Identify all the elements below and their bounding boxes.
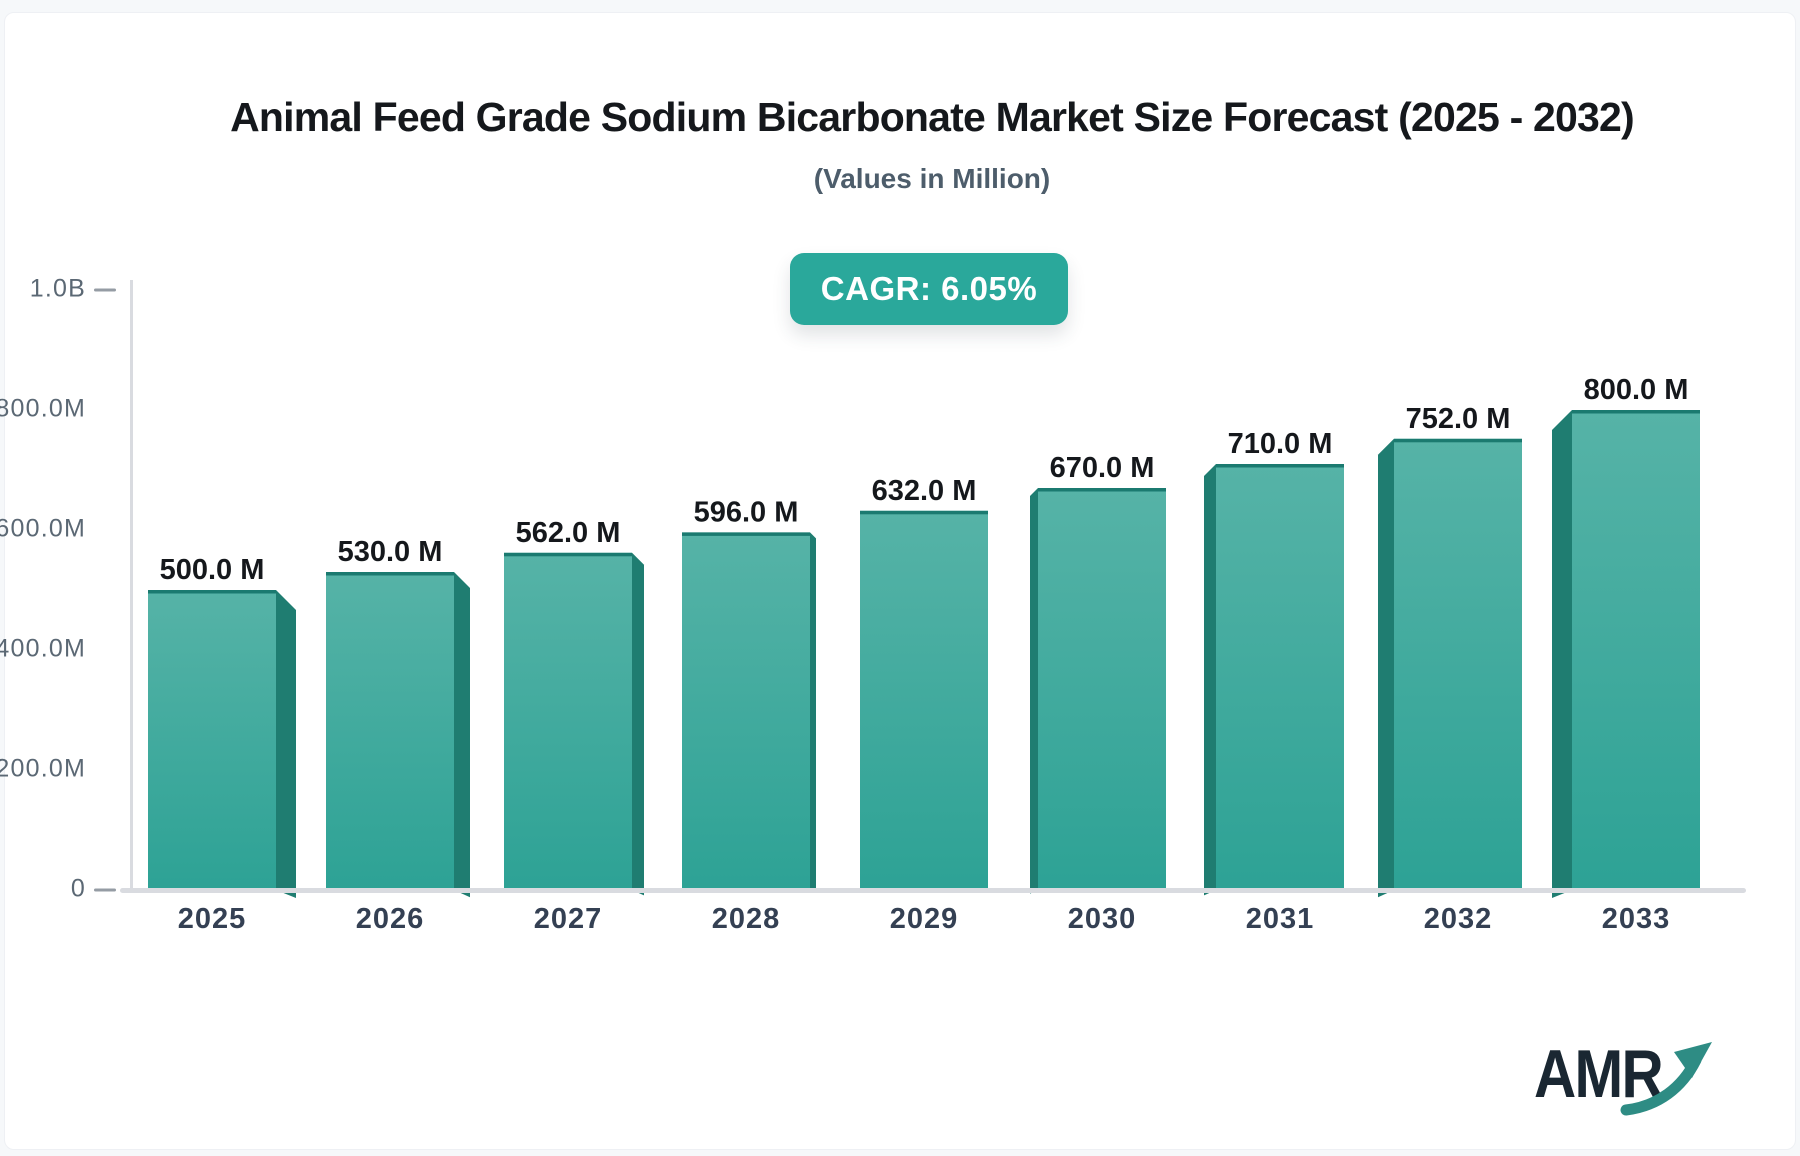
x-axis-line xyxy=(120,888,1746,893)
x-tick-label: 2032 xyxy=(1424,903,1493,935)
bar-2027 xyxy=(504,552,632,890)
bar-top-edge-2029 xyxy=(860,510,988,515)
bar-top-edge-2032 xyxy=(1394,438,1522,443)
bar-value-label: 500.0 M xyxy=(160,554,265,586)
bar-side-face-2028 xyxy=(810,532,816,893)
bar-value-label: 596.0 M xyxy=(694,496,799,528)
y-tick-label: 800.0M xyxy=(0,395,86,423)
x-tick-label: 2025 xyxy=(178,903,247,935)
x-tick-label: 2028 xyxy=(712,903,781,935)
bar-2032 xyxy=(1394,438,1522,890)
amr-logo: AMR xyxy=(1534,1040,1714,1130)
y-axis-line xyxy=(130,280,133,890)
y-axis-tick xyxy=(94,288,116,292)
y-tick-label: 1.0B xyxy=(30,275,86,303)
bar-top-edge-2025 xyxy=(148,590,276,594)
bar-value-label: 530.0 M xyxy=(338,536,443,568)
bar-side-face-2031 xyxy=(1204,464,1216,896)
chart-header: Animal Feed Grade Sodium Bicarbonate Mar… xyxy=(64,94,1800,195)
bar-2026 xyxy=(326,572,454,890)
x-tick-label: 2027 xyxy=(534,903,603,935)
cagr-badge: CAGR: 6.05% xyxy=(790,253,1068,325)
amr-logo-text: AMR xyxy=(1534,1036,1664,1112)
bar-2031 xyxy=(1216,464,1344,890)
x-tick-label: 2030 xyxy=(1068,903,1137,935)
bar-value-label: 752.0 M xyxy=(1406,403,1511,435)
y-tick-label: 400.0M xyxy=(0,635,86,663)
x-tick-label: 2029 xyxy=(890,903,959,935)
bar-top-edge-2031 xyxy=(1216,464,1344,468)
bar-side-face-2033 xyxy=(1552,410,1572,898)
bar-2030 xyxy=(1038,488,1166,890)
bar-2028 xyxy=(682,532,810,890)
y-tick-label: 200.0M xyxy=(0,755,86,783)
y-axis-tick xyxy=(94,888,116,892)
bar-side-face-2026 xyxy=(454,572,470,898)
x-tick-label: 2033 xyxy=(1602,903,1671,935)
bar-side-face-2025 xyxy=(276,590,296,898)
bar-2033 xyxy=(1572,410,1700,890)
bar-value-label: 670.0 M xyxy=(1050,452,1155,484)
bar-top-edge-2028 xyxy=(682,532,810,536)
bar-value-label: 800.0 M xyxy=(1584,374,1689,406)
bar-value-label: 562.0 M xyxy=(516,517,621,549)
bar-top-edge-2027 xyxy=(504,552,632,557)
x-tick-label: 2031 xyxy=(1246,903,1315,935)
bar-value-label: 632.0 M xyxy=(872,475,977,507)
y-tick-label: 600.0M xyxy=(0,515,86,543)
growth-arrow-icon xyxy=(1620,1042,1712,1116)
bar-side-face-2030 xyxy=(1030,488,1038,894)
bar-side-face-2027 xyxy=(632,552,644,896)
cagr-badge-label: CAGR: 6.05% xyxy=(820,270,1038,307)
x-tick-label: 2026 xyxy=(356,903,425,935)
page-subtitle: (Values in Million) xyxy=(813,163,1051,195)
bar-value-label: 710.0 M xyxy=(1228,428,1333,460)
bar-2025 xyxy=(148,590,276,890)
bar-top-edge-2033 xyxy=(1572,410,1700,414)
bar-side-face-2032 xyxy=(1378,438,1394,898)
bar-2029 xyxy=(860,510,988,890)
page-title: Animal Feed Grade Sodium Bicarbonate Mar… xyxy=(230,94,1635,140)
bar-top-edge-2026 xyxy=(326,572,454,576)
y-tick-label: 0 xyxy=(71,875,86,903)
bar-top-edge-2030 xyxy=(1038,488,1166,492)
